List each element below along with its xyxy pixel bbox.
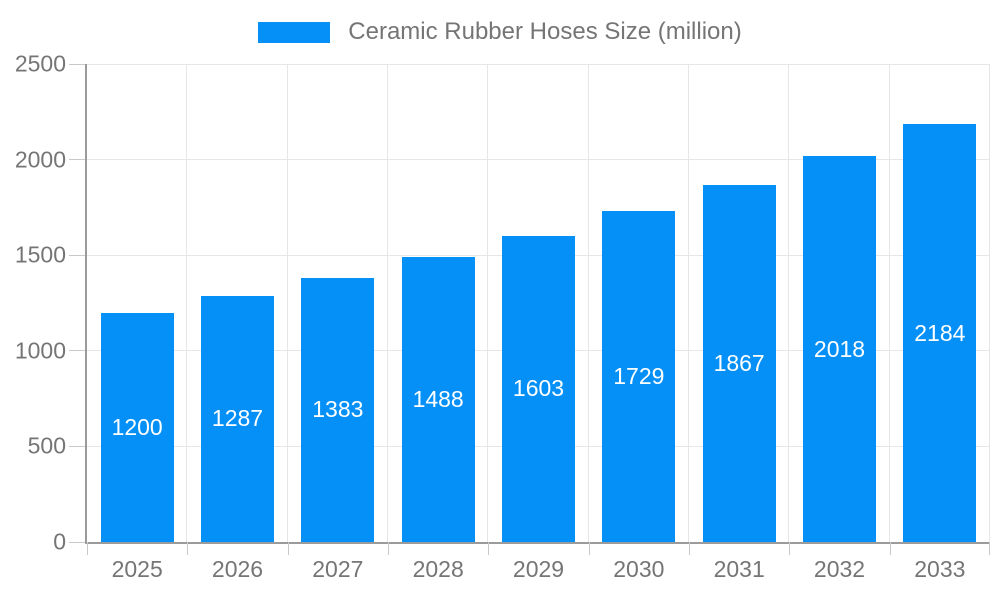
bar-2029[interactable]: 1603 [502,235,575,542]
y-axis-label: 1500 [14,241,66,268]
legend-swatch [258,21,331,43]
bar-2031[interactable]: 1867 [702,185,776,542]
h-gridline [87,63,990,65]
x-axis-tick [388,542,389,555]
bar-2032[interactable]: 2018 [803,156,876,542]
x-axis-tick [889,542,891,555]
bar-2027[interactable]: 1383 [301,277,375,542]
bar-value-label: 1488 [412,386,464,413]
v-gridline [487,64,489,542]
plot-area: 0 500 1000 1500 2000 2500 1200 2025 1287 2026 1383… [15,51,990,582]
y-axis-tick [69,63,85,65]
v-gridline [688,64,689,542]
y-axis-tick [69,159,85,161]
v-gridline [788,64,790,542]
y-axis-label: 2500 [14,50,66,77]
x-axis-tick [689,542,690,555]
y-axis-label: 1000 [14,337,66,364]
y-axis-tick [69,350,85,352]
y-axis-label: 2000 [14,146,66,173]
v-gridline [286,64,288,542]
bar-2033[interactable]: 2184 [903,124,977,542]
legend-label: Ceramic Rubber Hoses Size (million) [348,18,742,45]
v-gridline [186,64,188,542]
y-axis-tick [69,445,85,447]
bar-value-label: 1729 [613,363,665,390]
x-axis-label: 2027 [312,556,364,582]
bar-value-label: 2184 [914,319,966,346]
h-gridline [87,159,990,161]
bar-value-label: 1867 [713,350,765,376]
bar-value-label: 1603 [512,375,565,402]
bar-value-label: 1383 [312,396,364,423]
v-gridline [387,64,388,542]
chart-legend[interactable]: Ceramic Rubber Hoses Size (million) [0,20,1000,44]
x-axis-tick [588,542,590,555]
v-gridline [989,64,990,542]
v-gridline [888,64,890,542]
bar-2028[interactable]: 1488 [401,257,475,542]
y-axis-tick [69,254,85,256]
x-axis-tick [187,542,189,555]
y-axis-label: 500 [27,432,66,459]
x-axis-tick [287,542,289,555]
bar-value-label: 1287 [211,405,264,432]
y-axis-label: 0 [53,528,66,555]
y-axis-tick [69,541,85,543]
bar-value-label: 1200 [111,413,163,440]
x-axis-label: 2031 [713,556,765,582]
x-axis-label: 2028 [412,556,464,582]
x-axis-tick [488,542,490,555]
bar-2025[interactable]: 1200 [100,312,174,542]
x-axis-tick [789,542,791,555]
x-axis-label: 2032 [813,556,866,582]
x-axis-label: 2029 [512,556,565,582]
bar-2030[interactable]: 1729 [602,211,676,542]
x-axis-tick [989,542,990,555]
x-axis-label: 2026 [211,556,264,582]
v-gridline [587,64,589,542]
x-axis-label: 2025 [111,556,163,582]
x-axis-tick [87,542,88,555]
x-axis-label: 2033 [914,556,966,582]
bar-2026[interactable]: 1287 [201,295,274,542]
x-axis-label: 2030 [613,556,665,582]
bar-value-label: 2018 [813,335,866,362]
